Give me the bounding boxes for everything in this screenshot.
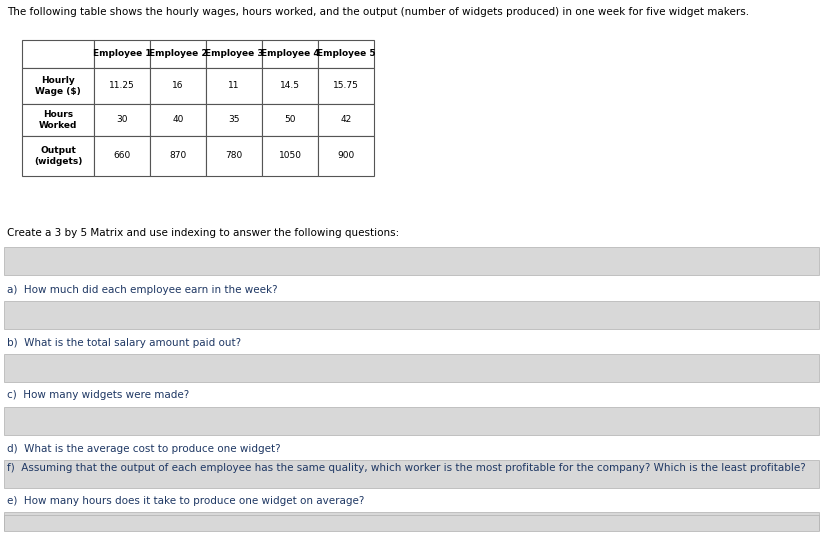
Text: 50: 50 — [284, 116, 296, 125]
Text: 14.5: 14.5 — [280, 82, 300, 91]
Bar — [4, 460, 819, 488]
Bar — [22, 68, 94, 104]
Text: 15.75: 15.75 — [333, 82, 359, 91]
Text: Employee 4: Employee 4 — [260, 50, 320, 59]
Bar — [4, 247, 819, 275]
Text: f)  Assuming that the output of each employee has the same quality, which worker: f) Assuming that the output of each empl… — [7, 463, 806, 473]
Text: 870: 870 — [170, 151, 186, 160]
Bar — [22, 40, 94, 68]
Bar — [4, 512, 819, 530]
Text: 16: 16 — [172, 82, 184, 91]
Bar — [22, 104, 94, 136]
Text: 780: 780 — [226, 151, 242, 160]
Text: 35: 35 — [228, 116, 240, 125]
Bar — [94, 104, 150, 136]
Text: Hourly
Wage ($): Hourly Wage ($) — [35, 76, 81, 96]
Bar — [262, 104, 318, 136]
Bar — [318, 104, 374, 136]
Bar — [262, 136, 318, 176]
Bar — [318, 68, 374, 104]
Bar — [150, 136, 206, 176]
Text: 1050: 1050 — [279, 151, 302, 160]
Bar — [206, 40, 262, 68]
Text: a)  How much did each employee earn in the week?: a) How much did each employee earn in th… — [7, 285, 278, 295]
Text: 11.25: 11.25 — [109, 82, 135, 91]
Bar — [206, 68, 262, 104]
Bar — [4, 354, 819, 382]
Bar — [150, 68, 206, 104]
Bar — [318, 136, 374, 176]
Text: Employee 3: Employee 3 — [204, 50, 264, 59]
Text: Hours
Worked: Hours Worked — [39, 110, 77, 130]
Text: The following table shows the hourly wages, hours worked, and the output (number: The following table shows the hourly wag… — [7, 7, 749, 17]
Text: Output
(widgets): Output (widgets) — [34, 146, 82, 166]
Text: Create a 3 by 5 Matrix and use indexing to answer the following questions:: Create a 3 by 5 Matrix and use indexing … — [7, 228, 400, 238]
Bar — [150, 104, 206, 136]
Text: 30: 30 — [116, 116, 128, 125]
Bar — [150, 40, 206, 68]
Text: 40: 40 — [172, 116, 184, 125]
Bar — [94, 68, 150, 104]
Text: c)  How many widgets were made?: c) How many widgets were made? — [7, 390, 190, 400]
Text: d)  What is the average cost to produce one widget?: d) What is the average cost to produce o… — [7, 444, 281, 454]
Bar — [262, 40, 318, 68]
Text: 11: 11 — [228, 82, 240, 91]
Bar — [94, 40, 150, 68]
Bar — [22, 136, 94, 176]
Bar — [318, 40, 374, 68]
Text: 660: 660 — [114, 151, 131, 160]
Text: Employee 2: Employee 2 — [148, 50, 208, 59]
Bar — [206, 136, 262, 176]
Bar — [4, 301, 819, 329]
Bar — [4, 515, 819, 531]
Bar — [262, 68, 318, 104]
Text: Employee 5: Employee 5 — [316, 50, 375, 59]
Bar — [94, 136, 150, 176]
Text: e)  How many hours does it take to produce one widget on average?: e) How many hours does it take to produc… — [7, 496, 364, 506]
Bar — [206, 104, 262, 136]
Text: 42: 42 — [340, 116, 352, 125]
Bar — [4, 407, 819, 435]
Text: Employee 1: Employee 1 — [92, 50, 152, 59]
Text: 900: 900 — [337, 151, 354, 160]
Text: b)  What is the total salary amount paid out?: b) What is the total salary amount paid … — [7, 338, 241, 348]
